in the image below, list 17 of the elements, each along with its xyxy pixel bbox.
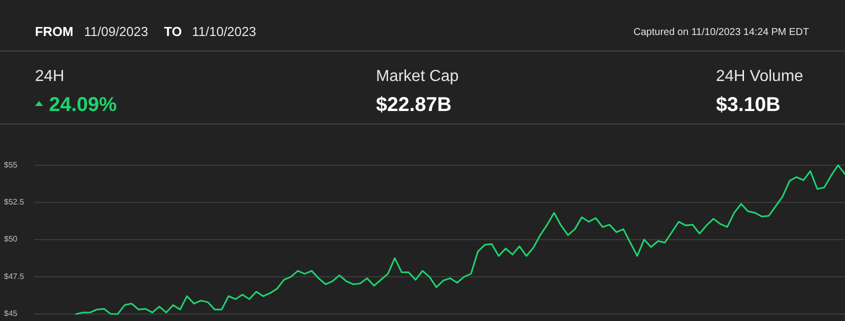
text: $22.87B [376, 94, 452, 116]
text: Captured on 11/10/2023 14:24 PM EDT [634, 27, 809, 38]
text: 24H [35, 68, 64, 85]
y-tick-label: $55 [4, 160, 18, 170]
text: 24H Volume [716, 68, 804, 85]
text: $3.10B [716, 94, 780, 116]
text: TO [164, 24, 182, 39]
text: 24.09% [49, 94, 118, 116]
text: Market Cap [376, 68, 459, 85]
y-tick-label: $52.5 [4, 198, 25, 207]
y-tick-label: $47.5 [4, 272, 25, 281]
text: 11/09/2023 [84, 24, 148, 39]
text: FROM [35, 24, 74, 39]
text: 11/10/2023 [192, 24, 256, 39]
y-tick-label: $45 [4, 309, 18, 318]
y-tick-label: $50 [4, 234, 18, 244]
line-series [75, 164, 845, 315]
